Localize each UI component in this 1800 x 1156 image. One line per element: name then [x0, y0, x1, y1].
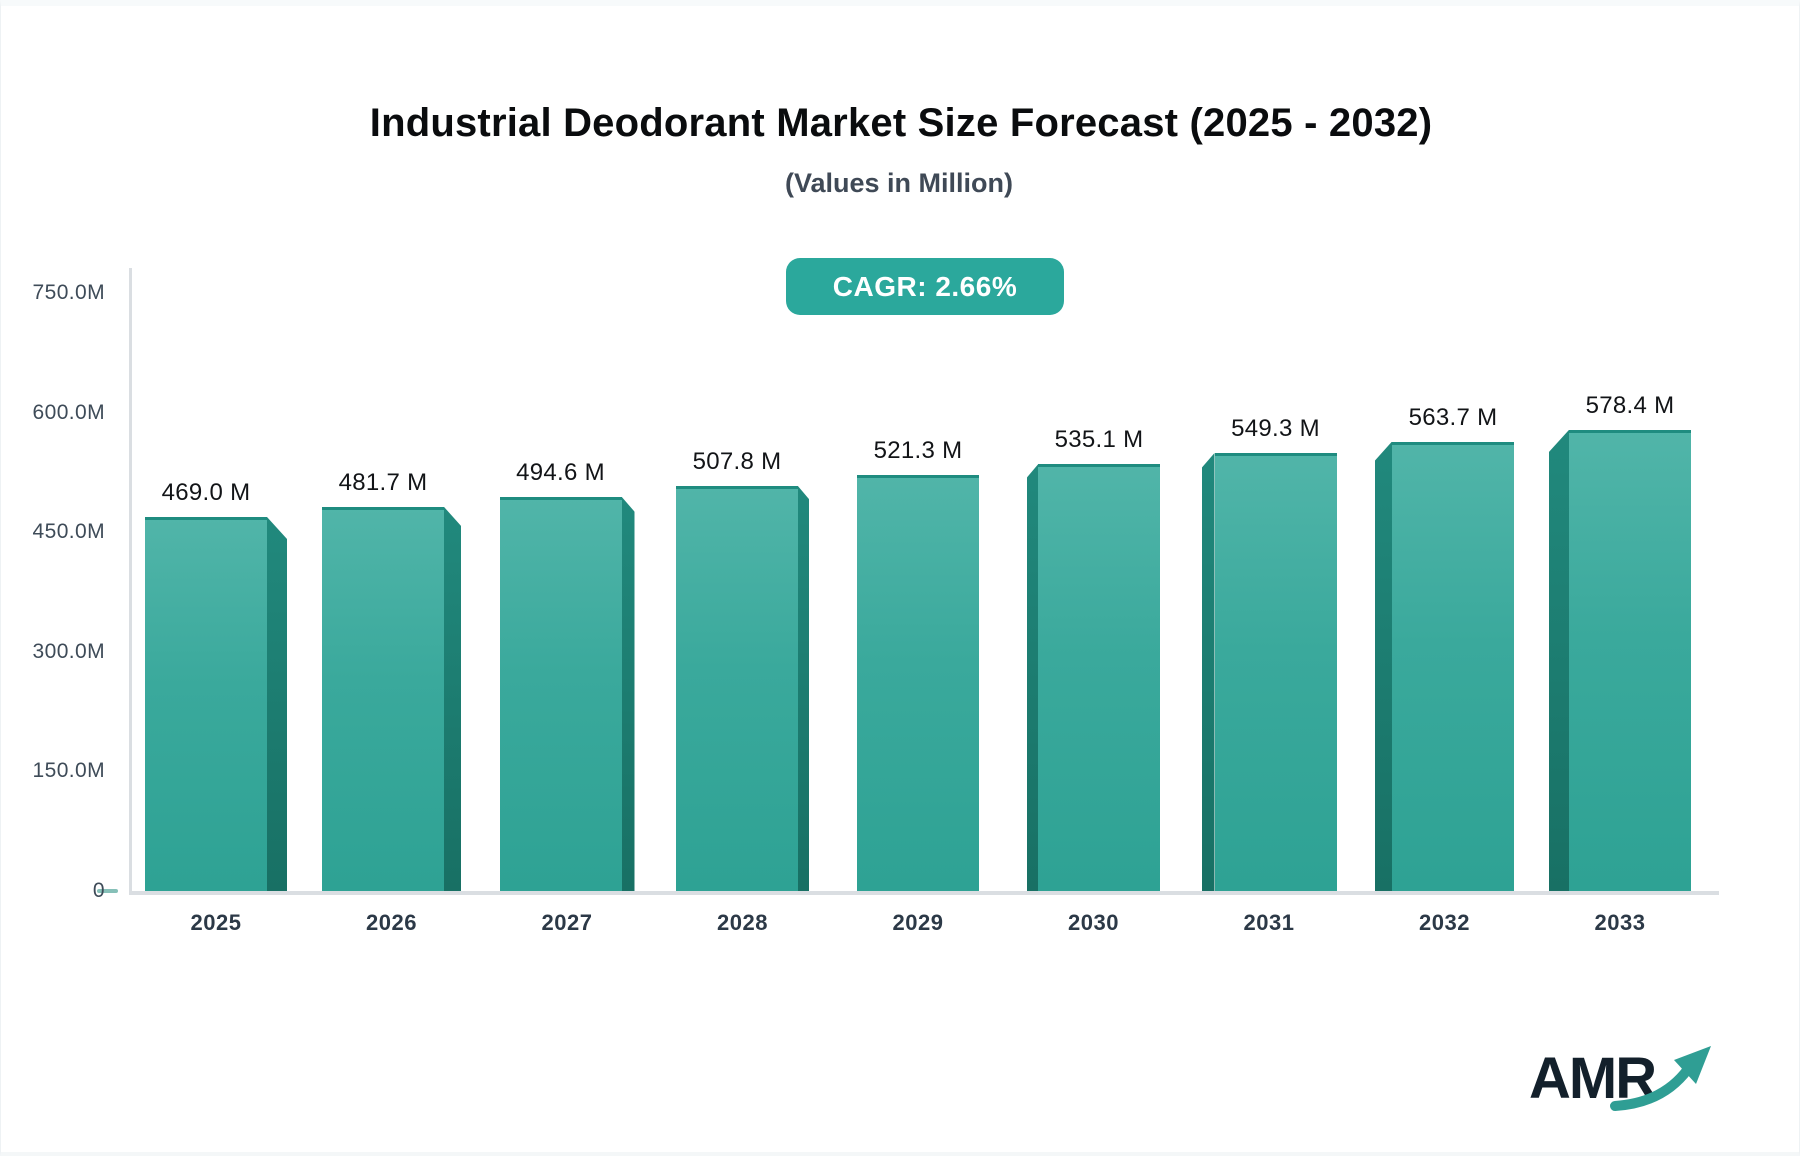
x-axis-label: 2032: [1419, 910, 1470, 935]
bar-value-label: 578.4 M: [1585, 391, 1675, 419]
x-axis-label: 2028: [717, 910, 768, 935]
chart-title: Industrial Deodorant Market Size Forecas…: [369, 101, 1433, 145]
bar-face: [1214, 453, 1337, 891]
bar-2028: [676, 486, 809, 891]
y-axis-label: 600.0M: [32, 400, 105, 424]
bar-value-label: 469.0 M: [161, 479, 251, 507]
amr-logo-graphic: AMR: [1529, 1046, 1711, 1111]
logo-arrow-icon: [1610, 1046, 1711, 1111]
bar-value-label: 563.7 M: [1408, 403, 1498, 431]
bar-face: [1569, 429, 1691, 891]
x-axis-label: 2026: [366, 910, 417, 935]
bar-value-label: 507.8 M: [692, 448, 782, 476]
bar-side-panel: [444, 506, 461, 891]
bar-side-panel: [1027, 464, 1038, 891]
bar-2030: [1027, 464, 1160, 891]
bar-face: [499, 496, 622, 891]
zero-tick-mark: [97, 889, 118, 893]
bar-2032: [1375, 441, 1514, 891]
bar-2029: [857, 475, 979, 891]
bar-value-label: 535.1 M: [1054, 426, 1144, 454]
bar-face: [676, 486, 798, 891]
bar-face: [322, 506, 444, 891]
bar-side-panel: [1201, 453, 1215, 891]
y-axis-label: 300.0M: [32, 639, 105, 663]
bar-value-label: 481.7 M: [338, 468, 428, 496]
y-axis-label: 0: [92, 879, 105, 902]
bar-2031: [1201, 453, 1337, 891]
x-axis-label: 2025: [190, 910, 242, 935]
bar-side-panel: [621, 496, 635, 891]
x-axis-label: 2027: [541, 910, 593, 935]
y-axis-line: [129, 268, 132, 895]
bar-2026: [322, 506, 461, 891]
plot-area: 0 150.0M 300.0M 450.0M 600.0M 750.0M 469.0 M 20…: [1, 6, 1799, 1152]
cagr-badge: CAGR: 2.66%: [786, 258, 1064, 315]
bar-face: [145, 517, 267, 891]
bar-side-panel: [1549, 429, 1569, 891]
x-axis-label: 2033: [1594, 910, 1646, 935]
y-axis-label: 150.0M: [32, 759, 105, 783]
bar-face: [1392, 441, 1514, 891]
bar-face: [857, 475, 979, 891]
bar-2027: [499, 496, 635, 891]
y-axis-label: 750.0M: [32, 281, 105, 304]
x-axis-label: 2029: [892, 910, 944, 935]
bar-side-panel: [798, 486, 809, 891]
bar-value-label: 494.6 M: [516, 458, 605, 486]
bar-value-label: 521.3 M: [873, 437, 963, 465]
x-axis-label: 2031: [1243, 910, 1295, 935]
bar-2033: [1549, 429, 1691, 891]
bar-face: [1038, 464, 1160, 891]
x-axis-line: [129, 891, 1719, 895]
amr-logo: AMR: [1523, 1036, 1733, 1120]
y-axis-label: 450.0M: [32, 520, 105, 544]
chart-subtitle: (Values in Million): [784, 168, 1014, 198]
bar-2025: [145, 517, 287, 891]
bar-side-panel: [267, 517, 287, 891]
bar-side-panel: [1375, 441, 1392, 891]
x-axis-label: 2030: [1068, 910, 1119, 935]
bar-value-label: 549.3 M: [1231, 415, 1320, 443]
